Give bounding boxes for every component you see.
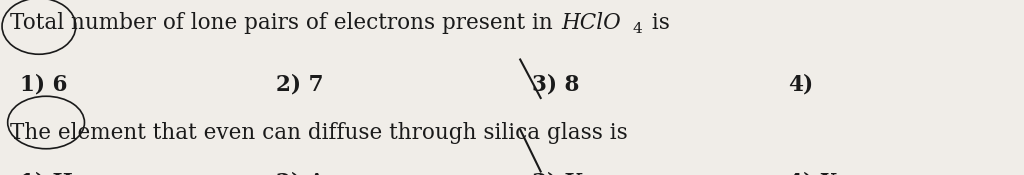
Text: 3) 8: 3) 8 [532, 74, 580, 96]
Text: 2) Ar: 2) Ar [276, 172, 337, 175]
Text: 4): 4) [788, 74, 814, 96]
Text: 3) Kr: 3) Kr [532, 172, 595, 175]
Text: The element that even can diffuse through silica glass is: The element that even can diffuse throug… [10, 122, 628, 145]
Text: 1) He: 1) He [20, 172, 87, 175]
Text: 4: 4 [633, 22, 643, 36]
Text: HClO: HClO [561, 12, 621, 34]
Text: 2) 7: 2) 7 [276, 74, 324, 96]
Text: 1) 6: 1) 6 [20, 74, 68, 96]
Text: 4) Xe: 4) Xe [788, 172, 852, 175]
Text: is: is [645, 12, 670, 34]
Text: Total number of lone pairs of electrons present in: Total number of lone pairs of electrons … [10, 12, 560, 34]
